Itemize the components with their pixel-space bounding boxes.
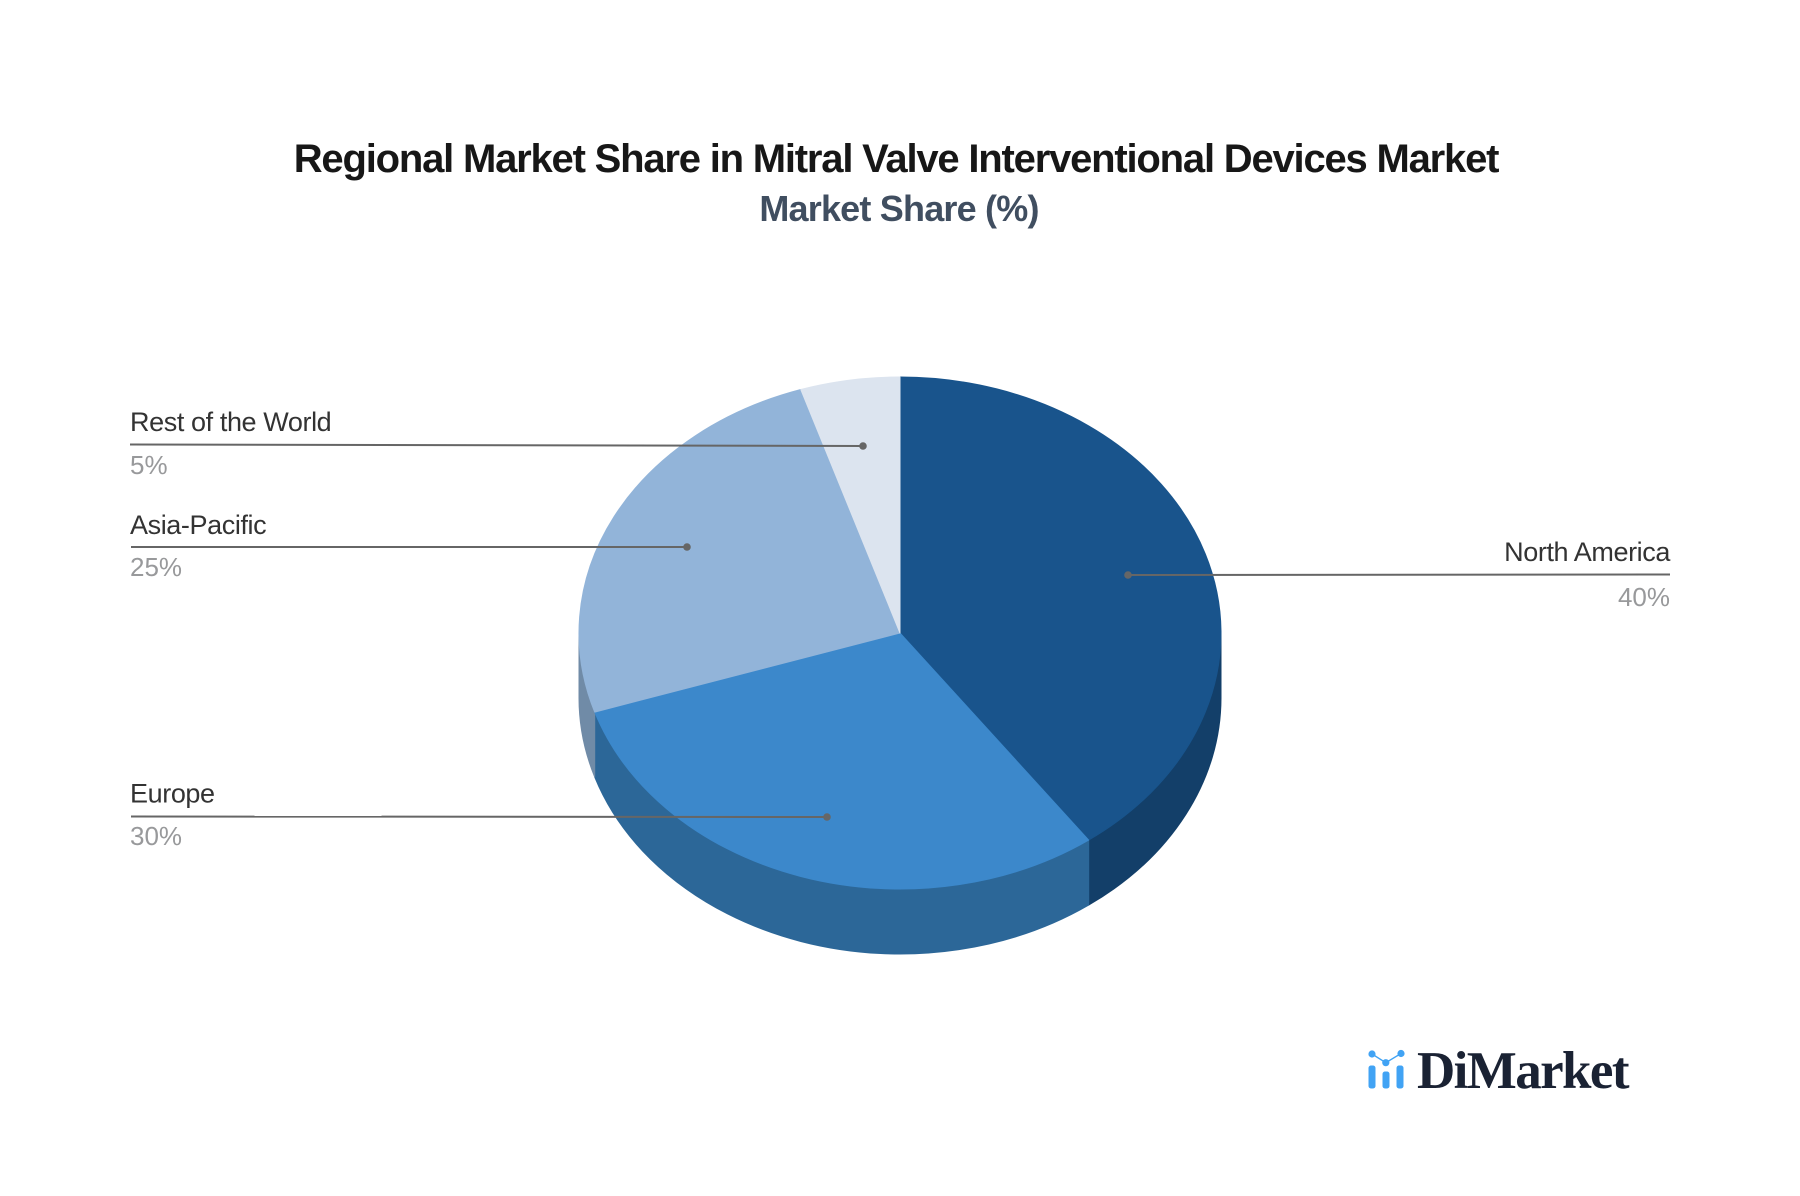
svg-text:40%: 40%: [1618, 582, 1670, 612]
svg-text:Regional Market Share in Mitra: Regional Market Share in Mitral Valve In…: [294, 137, 1499, 181]
svg-text:5%: 5%: [130, 450, 168, 480]
svg-text:Market Share (%): Market Share (%): [759, 188, 1038, 229]
svg-text:25%: 25%: [130, 552, 182, 582]
svg-text:DiMarket: DiMarket: [1417, 1042, 1630, 1100]
svg-text:North America: North America: [1504, 537, 1671, 567]
svg-text:Europe: Europe: [130, 779, 215, 809]
svg-text:Asia-Pacific: Asia-Pacific: [130, 510, 266, 540]
svg-text:Rest of the World: Rest of the World: [130, 407, 331, 437]
svg-text:30%: 30%: [130, 821, 182, 851]
